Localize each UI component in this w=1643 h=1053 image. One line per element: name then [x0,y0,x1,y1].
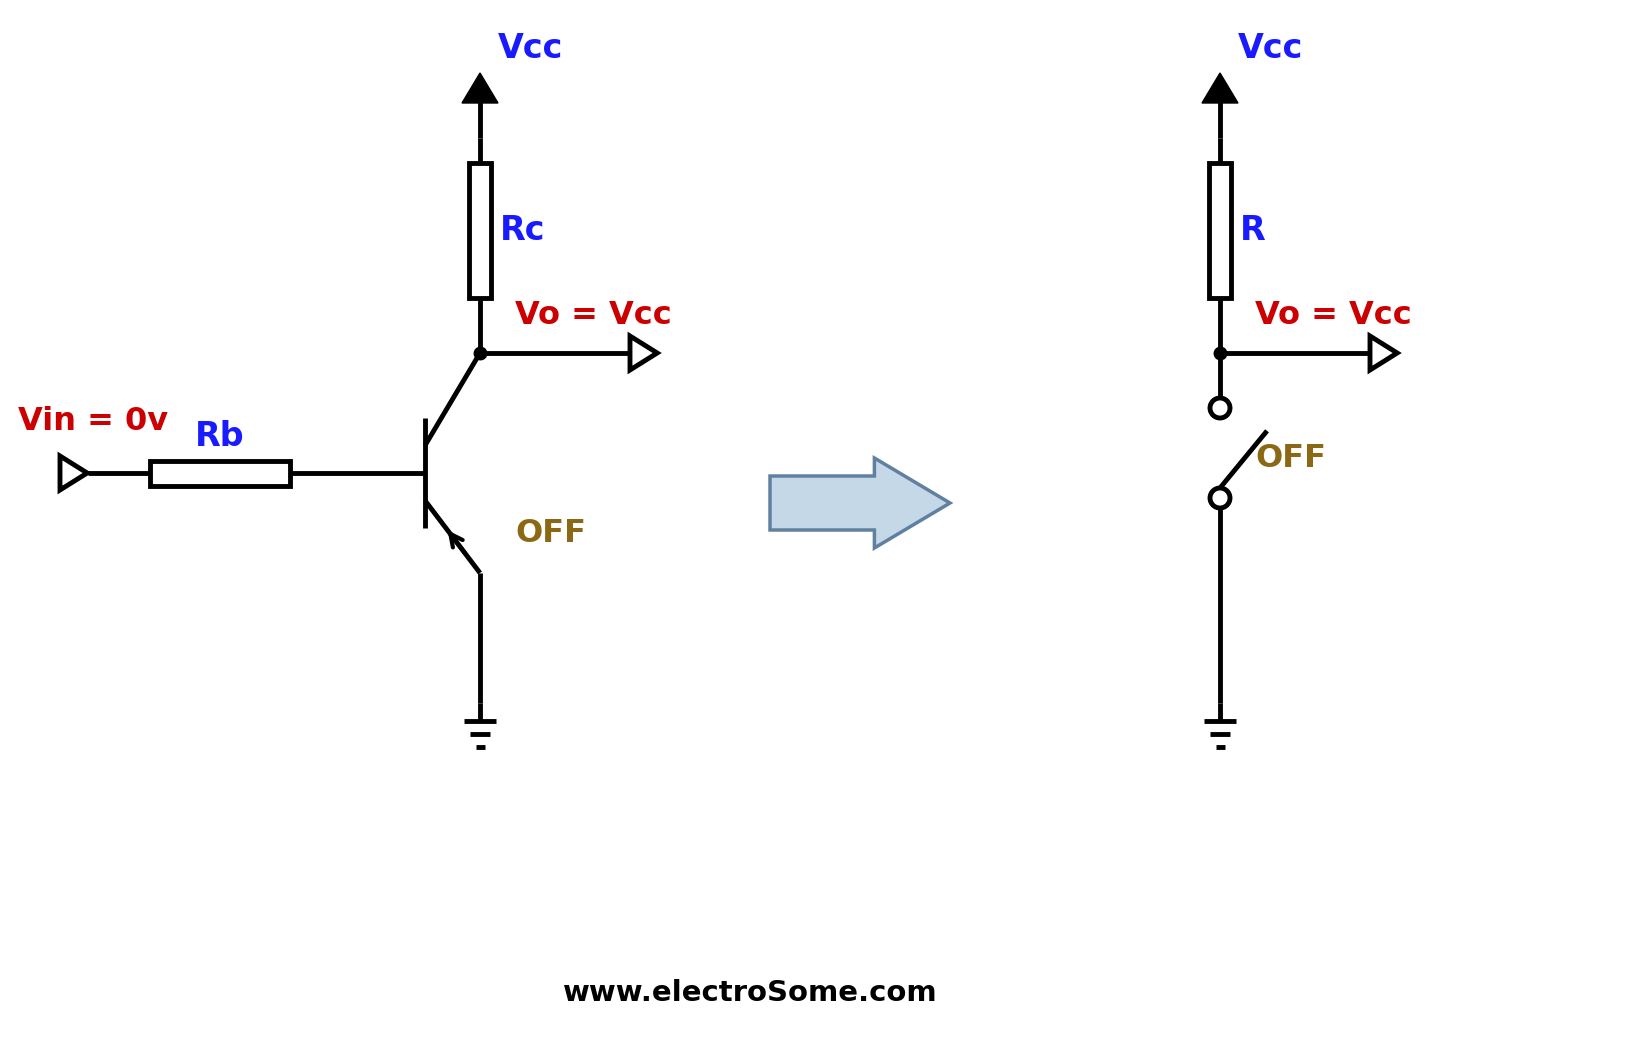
Text: Vcc: Vcc [1237,32,1303,65]
Circle shape [1209,398,1231,418]
Text: OFF: OFF [514,517,587,549]
Text: Vo = Vcc: Vo = Vcc [1255,300,1411,331]
Polygon shape [1370,336,1397,370]
Text: Vcc: Vcc [498,32,564,65]
Circle shape [1209,488,1231,508]
Text: www.electroSome.com: www.electroSome.com [562,979,937,1007]
Text: Vo = Vcc: Vo = Vcc [514,300,672,331]
Polygon shape [1203,73,1237,103]
Polygon shape [61,456,87,490]
Polygon shape [629,336,657,370]
Text: Rb: Rb [196,420,245,453]
Text: OFF: OFF [1255,442,1326,474]
Text: R: R [1240,214,1265,247]
Polygon shape [462,73,498,103]
Text: Vin = 0v: Vin = 0v [18,405,168,437]
Bar [150,460,291,485]
Bar [468,163,491,298]
Polygon shape [771,458,950,548]
Text: Rc: Rc [499,214,545,247]
Bar [1209,163,1231,298]
